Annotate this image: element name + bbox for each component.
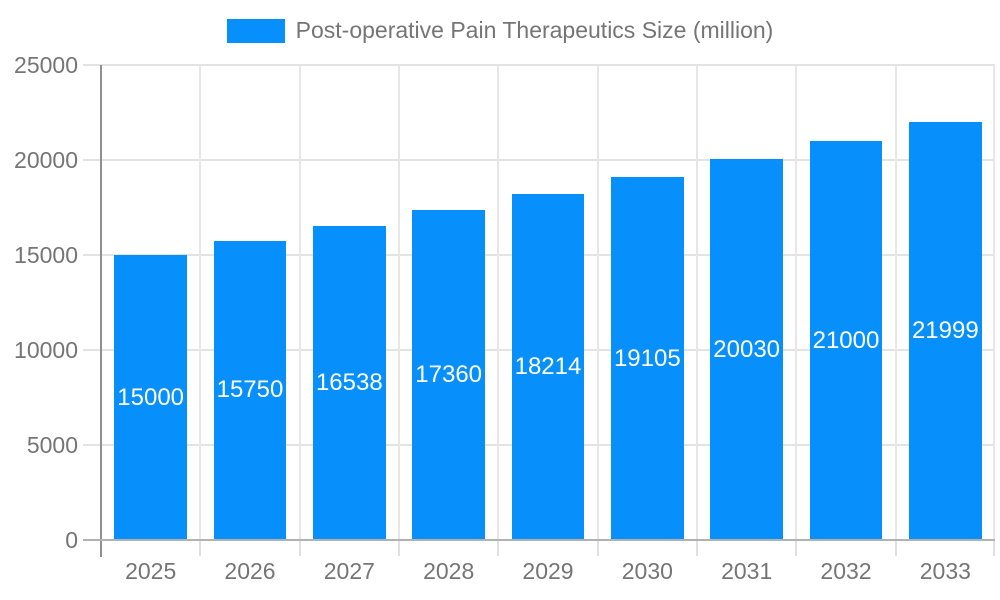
x-axis-tick — [298, 540, 301, 556]
x-axis-tick-label: 2026 — [224, 558, 276, 584]
bar-value-label: 15750 — [216, 376, 284, 404]
legend-series-label: Post-operative Pain Therapeutics Size (m… — [295, 17, 774, 43]
y-axis-tick-label: 20000 — [14, 147, 78, 173]
x-axis-tick-label: 2030 — [621, 558, 673, 584]
bar-value-label: 21999 — [911, 317, 979, 345]
x-axis-line — [83, 539, 995, 541]
x-axis-tick-label: 2028 — [423, 558, 475, 584]
x-axis-tick — [894, 540, 897, 556]
bar-value-label: 16538 — [315, 368, 383, 396]
y-axis-tick-label: 0 — [65, 527, 78, 553]
x-axis-tick — [497, 540, 500, 556]
y-axis-tick-label: 25000 — [14, 52, 78, 78]
x-axis-tick-label: 2027 — [323, 558, 375, 584]
v-gridline — [497, 65, 500, 540]
y-axis-tick-label: 10000 — [14, 337, 78, 363]
v-gridline — [993, 65, 995, 540]
x-axis-tick — [596, 540, 599, 556]
plot-area: 15000 15750 16538 17360 18214 19105 20030 21000… — [83, 64, 995, 556]
v-gridline — [894, 65, 897, 540]
v-gridline — [298, 65, 301, 540]
bar-2025[interactable]: 15000 — [114, 255, 187, 540]
bar-2033[interactable]: 21999 — [909, 122, 982, 540]
x-axis-tick-label: 2031 — [721, 558, 773, 584]
h-gridline — [83, 159, 995, 161]
x-axis-tick — [993, 540, 995, 556]
y-axis-line — [100, 65, 102, 557]
bar-2027[interactable]: 16538 — [313, 225, 386, 540]
bar-value-label: 21000 — [812, 326, 880, 354]
x-axis-tick-label: 2033 — [919, 558, 971, 584]
legend-color-swatch — [226, 18, 285, 43]
x-axis-tick — [398, 540, 400, 556]
x-axis-tick-label: 2029 — [522, 558, 574, 584]
bar-2030[interactable]: 19105 — [611, 177, 684, 540]
h-gridline — [83, 64, 995, 66]
y-axis-tick-label: 5000 — [26, 432, 78, 458]
bar-value-label: 17360 — [415, 361, 483, 389]
bar-2026[interactable]: 15750 — [213, 240, 287, 540]
bar-2028[interactable]: 17360 — [412, 210, 485, 540]
v-gridline — [596, 65, 599, 540]
x-axis-tick-label: 2032 — [820, 558, 872, 584]
y-axis-tick-label: 15000 — [14, 242, 78, 268]
v-gridline — [696, 65, 698, 540]
bar-value-label: 20030 — [713, 335, 781, 363]
chart-legend[interactable]: Post-operative Pain Therapeutics Size (m… — [0, 17, 1000, 45]
bar-value-label: 18214 — [514, 352, 582, 380]
v-gridline — [795, 65, 798, 540]
v-gridline — [199, 65, 202, 540]
x-axis-tick — [199, 540, 202, 556]
bar-2032[interactable]: 21000 — [809, 141, 883, 540]
x-axis-tick — [795, 540, 798, 556]
bar-2031[interactable]: 20030 — [710, 159, 783, 540]
x-axis-tick-label: 2025 — [125, 558, 177, 584]
v-gridline — [398, 65, 400, 540]
bar-value-label: 15000 — [117, 383, 185, 411]
bar-value-label: 19105 — [613, 344, 681, 372]
bar-2029[interactable]: 18214 — [511, 193, 585, 540]
x-axis-tick — [696, 540, 698, 556]
